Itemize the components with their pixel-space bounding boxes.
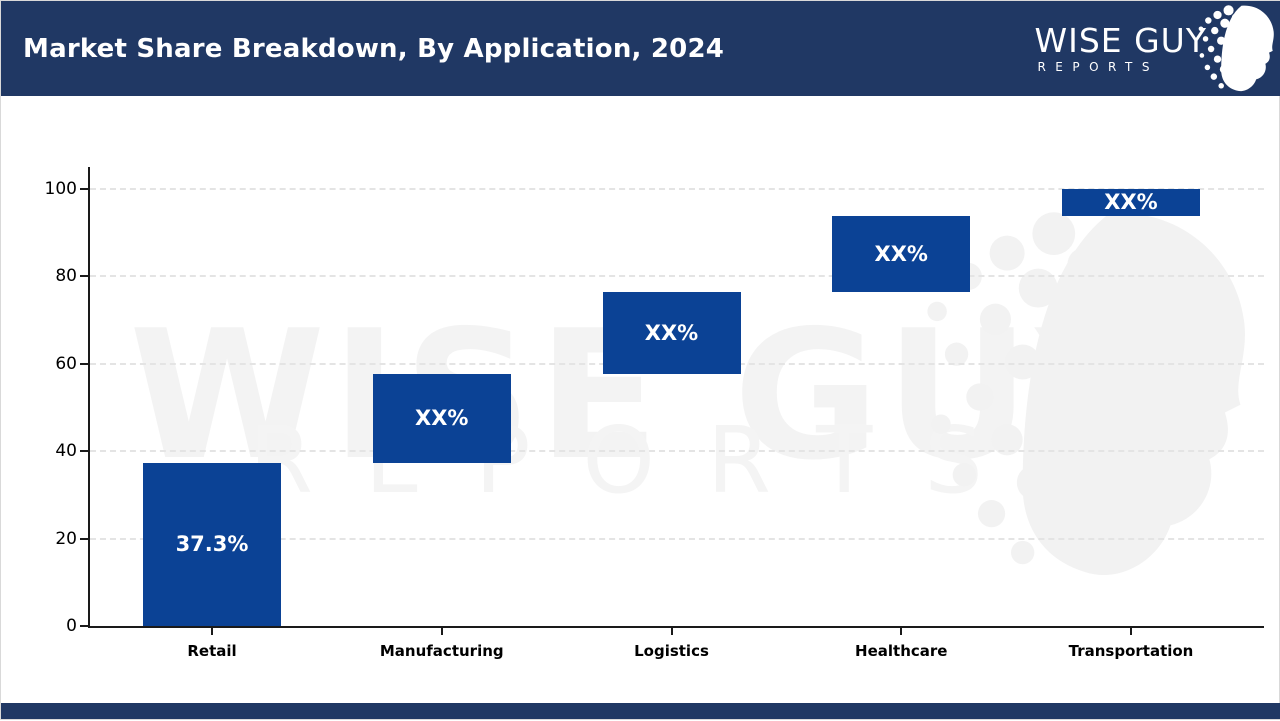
category-label-transportation: Transportation — [1068, 642, 1194, 660]
y-axis-line — [88, 166, 90, 628]
x-tick-mark-transportation — [1130, 628, 1132, 635]
header-band: Market Share Breakdown, By Application, … — [1, 1, 1280, 96]
x-tick-mark-manufacturing — [440, 628, 443, 635]
y-tick-mark-0 — [80, 625, 88, 627]
category-label-logistics: Logistics — [634, 642, 709, 660]
gridline-40 — [90, 450, 1264, 452]
y-tick-label-100: 100 — [44, 178, 77, 199]
y-tick-mark-60 — [80, 362, 88, 365]
dotted-head-icon — [1198, 4, 1274, 91]
gridline-80 — [90, 275, 1264, 277]
bar-value-label: XX% — [874, 241, 928, 266]
category-label-healthcare: Healthcare — [855, 642, 948, 660]
x-tick-mark-healthcare — [900, 628, 903, 635]
logo-wordmark: WISE GUY — [1034, 20, 1207, 60]
y-tick-mark-40 — [80, 450, 88, 452]
bar-manufacturing: XX% — [372, 374, 511, 463]
gridline-20 — [90, 537, 1264, 540]
bar-value-label: XX% — [415, 405, 469, 430]
page-title: Market Share Breakdown, By Application, … — [23, 33, 725, 64]
y-tick-label-60: 60 — [55, 353, 77, 374]
y-tick-label-40: 40 — [55, 441, 77, 461]
logo-text: WISE GUY REPORTS — [1034, 24, 1207, 74]
gridline-100 — [90, 187, 1264, 190]
bar-value-label: XX% — [1104, 189, 1158, 214]
x-axis-line — [88, 626, 1264, 628]
bar-value-label: XX% — [644, 320, 699, 345]
y-tick-label-20: 20 — [55, 528, 77, 549]
y-tick-mark-20 — [80, 537, 88, 540]
category-label-retail: Retail — [187, 642, 237, 660]
category-label-manufacturing: Manufacturing — [379, 642, 504, 660]
footer-band — [1, 703, 1280, 719]
y-tick-mark-100 — [80, 187, 88, 190]
bar-healthcare: XX% — [832, 216, 971, 293]
y-tick-mark-80 — [80, 275, 88, 277]
y-tick-label-80: 80 — [55, 266, 77, 286]
logo-subtitle: REPORTS — [1037, 59, 1159, 74]
watermark-head-icon — [927, 212, 1245, 576]
bar-transportation: XX% — [1062, 188, 1200, 217]
x-tick-mark-retail — [211, 628, 213, 635]
x-tick-mark-logistics — [670, 628, 673, 635]
y-tick-label-0: 0 — [66, 616, 77, 636]
bar-logistics: XX% — [602, 292, 741, 374]
wiseguy-logo: WISE GUY REPORTS — [1034, 3, 1280, 95]
bar-retail: 37.3% — [143, 462, 281, 626]
bar-value-label: 37.3% — [175, 531, 249, 556]
watermark-subtitle: REPORTS — [249, 407, 1035, 514]
